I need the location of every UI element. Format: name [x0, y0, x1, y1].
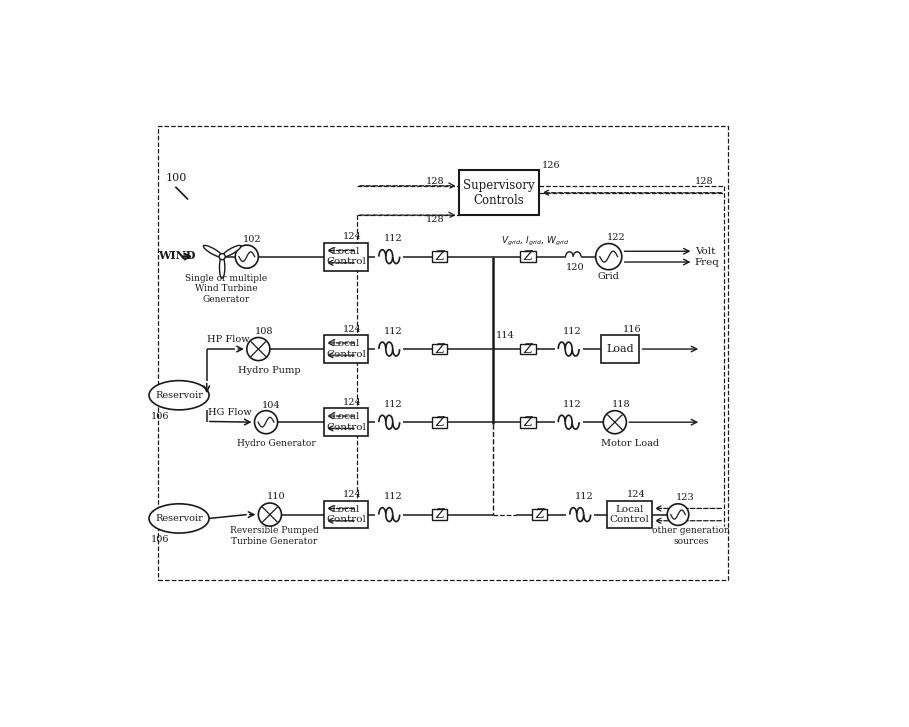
Text: 100: 100 — [166, 173, 187, 183]
Text: Local
Control: Local Control — [326, 412, 366, 432]
Text: 108: 108 — [255, 327, 274, 336]
Text: 116: 116 — [623, 324, 641, 334]
Circle shape — [247, 337, 270, 361]
Text: 123: 123 — [675, 493, 694, 502]
Text: 124: 124 — [343, 324, 362, 334]
Circle shape — [667, 504, 689, 526]
Text: Z: Z — [435, 342, 444, 356]
Text: Local
Control: Local Control — [326, 340, 366, 358]
Text: $V_{grid}$, $I_{grid}$, $W_{grid}$: $V_{grid}$, $I_{grid}$, $W_{grid}$ — [501, 235, 570, 248]
Text: Z: Z — [435, 250, 444, 263]
Text: 114: 114 — [495, 331, 514, 340]
Text: 106: 106 — [151, 412, 169, 422]
Text: 112: 112 — [564, 327, 582, 336]
Text: other generation
sources: other generation sources — [652, 526, 730, 546]
Text: 112: 112 — [384, 234, 403, 244]
Text: 106: 106 — [151, 536, 169, 545]
Text: Supervisory
Controls: Supervisory Controls — [464, 179, 534, 206]
Bar — [601, 335, 640, 363]
Ellipse shape — [149, 381, 209, 410]
Text: 110: 110 — [267, 492, 285, 502]
Text: Hydro Generator: Hydro Generator — [236, 439, 315, 449]
Text: HP Flow: HP Flow — [206, 334, 249, 344]
Text: Volt: Volt — [695, 246, 715, 256]
Text: 112: 112 — [574, 492, 594, 502]
Text: 112: 112 — [384, 492, 403, 502]
Text: 124: 124 — [343, 398, 362, 406]
Bar — [324, 409, 368, 436]
Text: Grid: Grid — [598, 272, 620, 281]
Text: 112: 112 — [384, 400, 403, 409]
Bar — [324, 335, 368, 363]
Circle shape — [255, 411, 277, 434]
Circle shape — [595, 244, 622, 270]
Text: 112: 112 — [564, 400, 582, 409]
Text: 102: 102 — [243, 236, 262, 244]
Text: Local
Control: Local Control — [610, 505, 649, 524]
Bar — [432, 509, 447, 520]
Bar — [458, 170, 539, 215]
Text: Local
Control: Local Control — [326, 505, 366, 524]
Bar — [158, 126, 728, 580]
Bar — [432, 417, 447, 427]
Bar — [520, 344, 535, 355]
Text: Load: Load — [606, 344, 634, 354]
Circle shape — [219, 254, 225, 260]
Circle shape — [604, 411, 626, 434]
Text: Reservoir: Reservoir — [155, 390, 203, 400]
Text: 122: 122 — [606, 233, 625, 242]
Bar — [520, 252, 535, 262]
Bar — [607, 501, 652, 529]
Ellipse shape — [219, 257, 225, 278]
Text: 124: 124 — [626, 490, 645, 499]
Text: 128: 128 — [426, 177, 445, 185]
Bar — [324, 243, 368, 270]
Text: 120: 120 — [565, 263, 584, 272]
Text: Z: Z — [435, 416, 444, 429]
Text: Z: Z — [524, 416, 532, 429]
Bar — [532, 509, 547, 520]
Circle shape — [235, 245, 258, 268]
Bar — [432, 344, 447, 355]
Text: 124: 124 — [343, 232, 362, 241]
Text: 128: 128 — [695, 177, 714, 185]
Text: Freq: Freq — [695, 258, 720, 268]
Text: Reversible Pumped
Turbine Generator: Reversible Pumped Turbine Generator — [230, 526, 319, 546]
Text: Z: Z — [435, 508, 444, 521]
Text: Hydro Pump: Hydro Pump — [237, 366, 300, 375]
Text: Reservoir: Reservoir — [155, 514, 203, 523]
Text: Local
Control: Local Control — [326, 247, 366, 266]
Text: 118: 118 — [612, 400, 631, 409]
Ellipse shape — [204, 246, 223, 257]
Text: Z: Z — [524, 250, 532, 263]
Ellipse shape — [149, 504, 209, 533]
Text: Z: Z — [524, 342, 532, 356]
Text: HG Flow: HG Flow — [208, 408, 252, 417]
Text: Z: Z — [535, 508, 544, 521]
Text: Single or multiple
Wind Turbine
Generator: Single or multiple Wind Turbine Generato… — [185, 274, 267, 304]
Circle shape — [258, 503, 282, 526]
Text: 112: 112 — [384, 327, 403, 336]
Text: 126: 126 — [542, 161, 560, 170]
Bar — [432, 252, 447, 262]
Text: Motor Load: Motor Load — [601, 439, 659, 449]
Bar — [324, 501, 368, 529]
Text: 104: 104 — [262, 401, 281, 410]
Bar — [520, 417, 535, 427]
Ellipse shape — [222, 246, 241, 257]
Text: 128: 128 — [426, 215, 445, 224]
Text: WIND: WIND — [158, 250, 195, 262]
Text: 124: 124 — [343, 490, 362, 499]
